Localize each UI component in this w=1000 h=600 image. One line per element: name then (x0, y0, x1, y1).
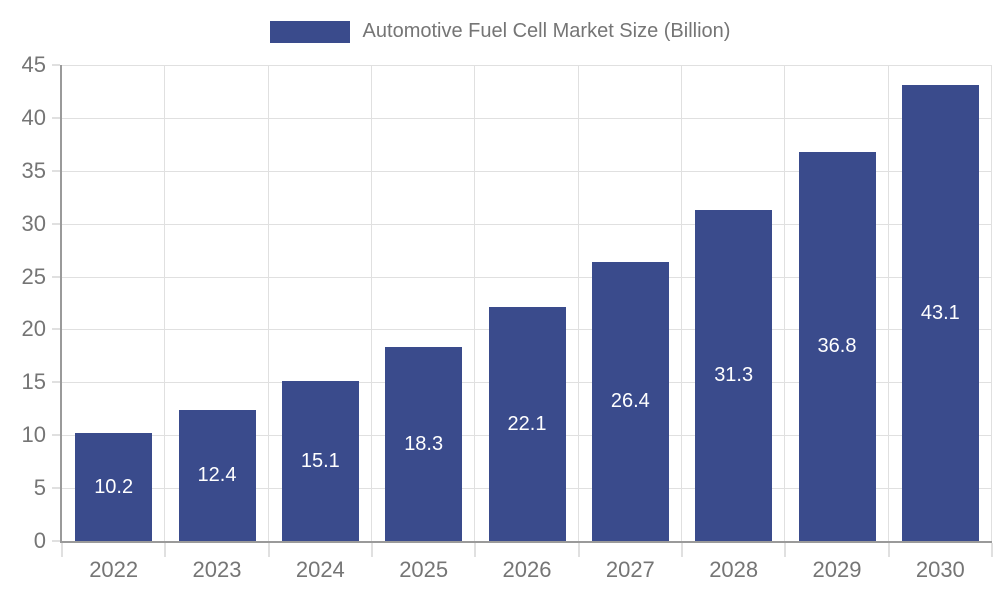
x-axis-tick (681, 543, 683, 557)
x-axis-label: 2025 (399, 557, 449, 582)
y-axis-tick (52, 328, 60, 331)
y-axis-tick (52, 116, 60, 119)
x-axis-tick (887, 543, 890, 557)
y-axis-label: 10 (21, 422, 46, 448)
y-axis-label: 15 (21, 369, 46, 395)
bar-value-label: 15.1 (300, 450, 340, 473)
x-axis-tick (474, 543, 477, 557)
gridline-horizontal (62, 170, 992, 172)
x-axis-tick (991, 543, 993, 557)
legend-label: Automotive Fuel Cell Market Size (Billio… (362, 20, 731, 42)
x-axis-tick (267, 543, 270, 557)
bar-value-label: 26.4 (610, 390, 650, 413)
y-axis-label: 45 (21, 52, 46, 77)
bar-value-label: 18.3 (404, 433, 444, 456)
x-axis-label: 2028 (709, 557, 759, 582)
y-axis-label: 35 (21, 157, 46, 183)
bar: 31.3 (695, 209, 773, 541)
y-axis-tick (52, 222, 60, 225)
y-axis-tick (52, 64, 60, 66)
x-axis-label: 2027 (605, 557, 655, 582)
bar: 12.4 (178, 409, 256, 541)
y-axis-tick (52, 540, 60, 542)
bar-value-label: 10.2 (94, 476, 134, 499)
gridline-vertical (784, 65, 786, 541)
gridline-horizontal (62, 276, 992, 278)
y-axis-tick (52, 434, 60, 437)
gridline-horizontal (62, 223, 992, 225)
bar: 22.1 (488, 307, 566, 541)
x-axis-tick (371, 543, 373, 557)
y-axis-tick (52, 169, 60, 172)
y-axis-label: 25 (21, 263, 46, 289)
gridline-vertical (577, 65, 579, 541)
x-axis-label: 2024 (295, 557, 345, 582)
y-axis-label: 30 (21, 210, 46, 236)
gridline-vertical (474, 65, 476, 541)
x-axis-label: 2022 (89, 557, 139, 582)
gridline-vertical (887, 65, 889, 541)
bar-value-label: 22.1 (507, 413, 547, 436)
y-axis-label: 20 (21, 316, 46, 342)
bar: 15.1 (281, 381, 359, 541)
gridline-vertical (371, 65, 372, 541)
y-axis-tick (52, 487, 60, 490)
x-axis-label: 2029 (812, 557, 862, 582)
legend-swatch (269, 20, 350, 43)
bar-value-label: 36.8 (817, 335, 857, 358)
bar: 36.8 (798, 151, 876, 541)
gridline-horizontal (62, 117, 992, 119)
y-axis-label: 5 (33, 475, 46, 501)
x-axis-label: 2030 (915, 557, 965, 582)
y-axis-label: 40 (21, 104, 46, 130)
gridline-vertical (267, 65, 269, 541)
x-axis-tick (164, 543, 167, 557)
bar: 18.3 (385, 347, 463, 541)
y-axis-label: 0 (33, 528, 46, 553)
x-axis-label: 2023 (192, 557, 242, 582)
x-axis-label: 2026 (502, 557, 552, 582)
plot-area: 0 5 10 15 20 25 30 35 40 45 2022 10.2 2023 12.4 2024 15… (22, 54, 993, 581)
bar: 26.4 (591, 261, 669, 541)
bar: 43.1 (901, 85, 979, 541)
bar: 10.2 (75, 433, 153, 541)
bar-value-label: 31.3 (714, 364, 754, 387)
y-axis-tick (52, 381, 60, 384)
gridline-vertical (164, 65, 166, 541)
gridline-vertical (681, 65, 682, 541)
gridline-horizontal (62, 65, 992, 66)
legend-item[interactable]: Automotive Fuel Cell Market Size (Billio… (0, 20, 1000, 43)
bar-value-label: 43.1 (920, 302, 960, 325)
x-axis-tick (784, 543, 787, 557)
gridline-vertical (991, 65, 992, 541)
x-axis-tick (577, 543, 580, 557)
bar-value-label: 12.4 (197, 464, 237, 487)
y-axis-tick (52, 275, 60, 278)
x-axis-tick (61, 543, 63, 557)
